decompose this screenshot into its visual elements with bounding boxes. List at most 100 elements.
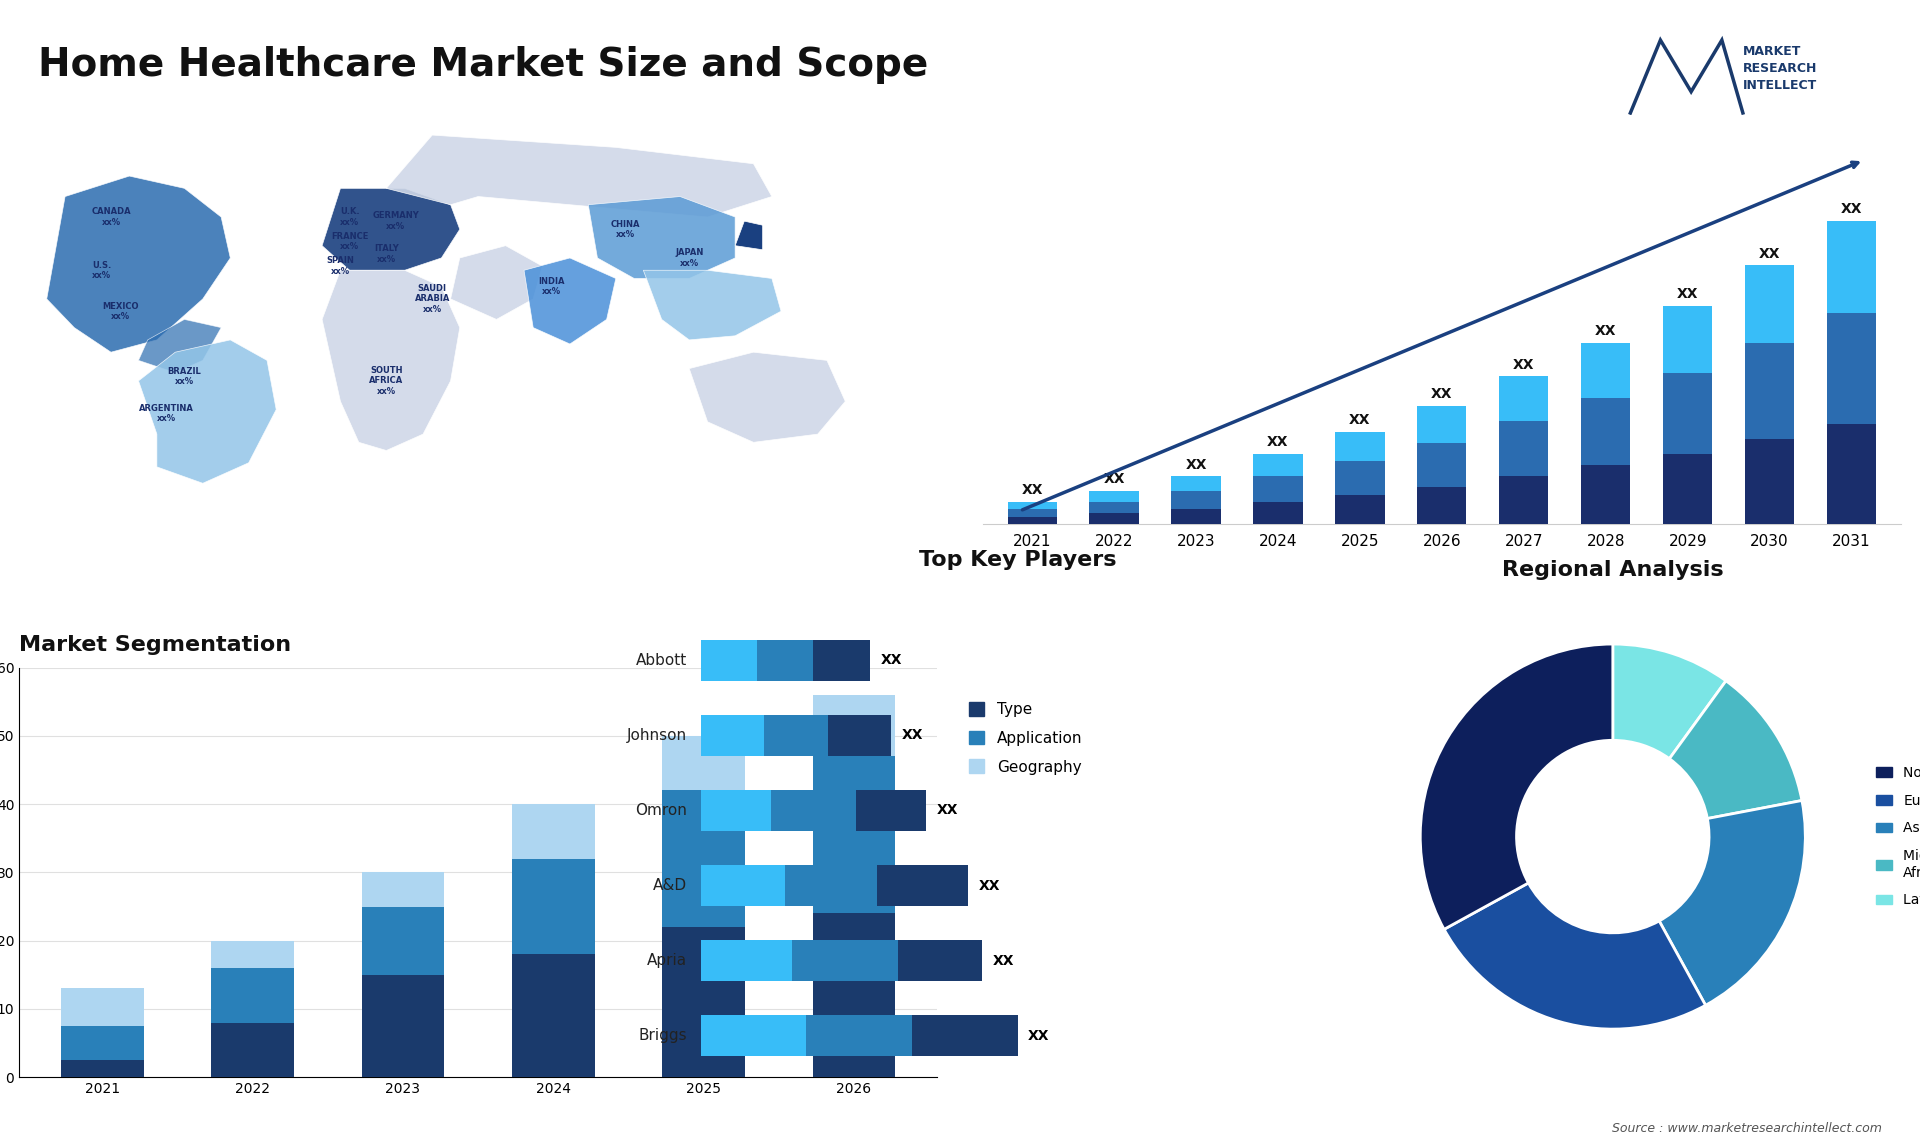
Polygon shape bbox=[386, 135, 772, 217]
Text: XX: XX bbox=[1596, 324, 1617, 338]
Bar bbox=[513, 804, 595, 858]
Bar bbox=[1417, 487, 1467, 524]
Bar bbox=[1500, 421, 1548, 476]
Bar bbox=[211, 968, 294, 1022]
Bar bbox=[1745, 439, 1795, 524]
Bar bbox=[61, 989, 144, 1026]
Text: XX: XX bbox=[1267, 435, 1288, 449]
Bar bbox=[61, 1060, 144, 1077]
Bar bbox=[1171, 510, 1221, 524]
Text: XX: XX bbox=[1841, 202, 1862, 217]
Bar bbox=[1089, 513, 1139, 524]
Text: XX: XX bbox=[1185, 457, 1208, 471]
Bar bbox=[812, 694, 895, 756]
Bar bbox=[1254, 454, 1302, 476]
Text: Apria: Apria bbox=[647, 953, 687, 968]
Text: ARGENTINA
xx%: ARGENTINA xx% bbox=[138, 403, 194, 423]
Bar bbox=[701, 790, 856, 831]
Bar bbox=[211, 1022, 294, 1077]
Bar bbox=[1828, 424, 1876, 524]
Polygon shape bbox=[451, 245, 541, 320]
Bar bbox=[701, 1015, 1018, 1057]
Polygon shape bbox=[323, 270, 459, 450]
Text: Market Segmentation: Market Segmentation bbox=[19, 635, 292, 656]
Text: XX: XX bbox=[1676, 288, 1699, 301]
Title: Top Key Players: Top Key Players bbox=[920, 549, 1116, 570]
Bar bbox=[1500, 476, 1548, 524]
Polygon shape bbox=[735, 221, 762, 250]
Bar bbox=[701, 940, 899, 981]
Text: XX: XX bbox=[979, 879, 1000, 893]
Text: U.S.
xx%: U.S. xx% bbox=[92, 260, 111, 280]
Bar bbox=[1089, 490, 1139, 502]
Bar bbox=[701, 940, 983, 981]
Text: FRANCE
xx%: FRANCE xx% bbox=[330, 231, 369, 251]
Bar bbox=[662, 736, 745, 791]
Text: SOUTH
AFRICA
xx%: SOUTH AFRICA xx% bbox=[369, 366, 403, 395]
Bar bbox=[361, 975, 444, 1077]
Bar bbox=[662, 927, 745, 1077]
Bar bbox=[1254, 476, 1302, 502]
Legend: North America, Europe, Asia Pacific, Middle East &
Africa, Latin America: North America, Europe, Asia Pacific, Mid… bbox=[1870, 760, 1920, 913]
Text: SAUDI
ARABIA
xx%: SAUDI ARABIA xx% bbox=[415, 284, 449, 314]
Polygon shape bbox=[643, 270, 781, 340]
Bar bbox=[701, 790, 925, 831]
Bar bbox=[701, 865, 877, 906]
Bar bbox=[361, 906, 444, 975]
Bar bbox=[1008, 517, 1056, 524]
Bar bbox=[1171, 476, 1221, 490]
Bar bbox=[1828, 221, 1876, 313]
Bar bbox=[1828, 313, 1876, 424]
Polygon shape bbox=[323, 188, 459, 270]
Bar bbox=[513, 955, 595, 1077]
Text: XX: XX bbox=[879, 653, 902, 667]
Bar bbox=[812, 913, 895, 1077]
Text: Omron: Omron bbox=[636, 803, 687, 818]
Text: CHINA
xx%: CHINA xx% bbox=[611, 220, 639, 240]
Bar bbox=[701, 1015, 806, 1057]
Text: XX: XX bbox=[1104, 472, 1125, 486]
Text: MEXICO
xx%: MEXICO xx% bbox=[102, 301, 138, 321]
Polygon shape bbox=[46, 176, 230, 352]
Bar bbox=[1334, 495, 1384, 524]
Polygon shape bbox=[138, 320, 221, 372]
Polygon shape bbox=[138, 340, 276, 484]
Text: INDIA
xx%: INDIA xx% bbox=[538, 277, 564, 297]
Text: XX: XX bbox=[1021, 484, 1043, 497]
Bar bbox=[1745, 343, 1795, 439]
Polygon shape bbox=[689, 352, 845, 442]
Bar bbox=[701, 639, 756, 681]
Bar bbox=[701, 715, 764, 756]
Text: GERMANY
xx%: GERMANY xx% bbox=[372, 211, 419, 230]
Bar bbox=[61, 1026, 144, 1060]
Text: JAPAN
xx%: JAPAN xx% bbox=[676, 249, 703, 268]
Bar bbox=[701, 715, 891, 756]
Bar bbox=[1008, 502, 1056, 510]
Bar bbox=[1254, 502, 1302, 524]
Polygon shape bbox=[588, 196, 735, 278]
Text: XX: XX bbox=[902, 729, 924, 743]
Bar bbox=[1663, 372, 1713, 454]
Text: A&D: A&D bbox=[653, 878, 687, 893]
Bar bbox=[1582, 465, 1630, 524]
Bar bbox=[1582, 399, 1630, 465]
Text: CANADA
xx%: CANADA xx% bbox=[90, 207, 131, 227]
Bar bbox=[1334, 432, 1384, 462]
Bar bbox=[701, 865, 968, 906]
Bar bbox=[701, 865, 785, 906]
Bar bbox=[1663, 454, 1713, 524]
Wedge shape bbox=[1613, 644, 1726, 759]
Bar bbox=[701, 639, 870, 681]
Bar bbox=[701, 940, 793, 981]
Text: XX: XX bbox=[937, 803, 958, 817]
Bar bbox=[1582, 343, 1630, 399]
Bar bbox=[1745, 265, 1795, 343]
Text: U.K.
xx%: U.K. xx% bbox=[340, 207, 359, 227]
Polygon shape bbox=[524, 258, 616, 344]
Legend: Type, Application, Geography: Type, Application, Geography bbox=[964, 696, 1089, 780]
Text: Briggs: Briggs bbox=[637, 1028, 687, 1043]
Title: Regional Analysis: Regional Analysis bbox=[1501, 560, 1724, 581]
Bar bbox=[1500, 376, 1548, 421]
Bar bbox=[1417, 442, 1467, 487]
Bar bbox=[513, 858, 595, 955]
